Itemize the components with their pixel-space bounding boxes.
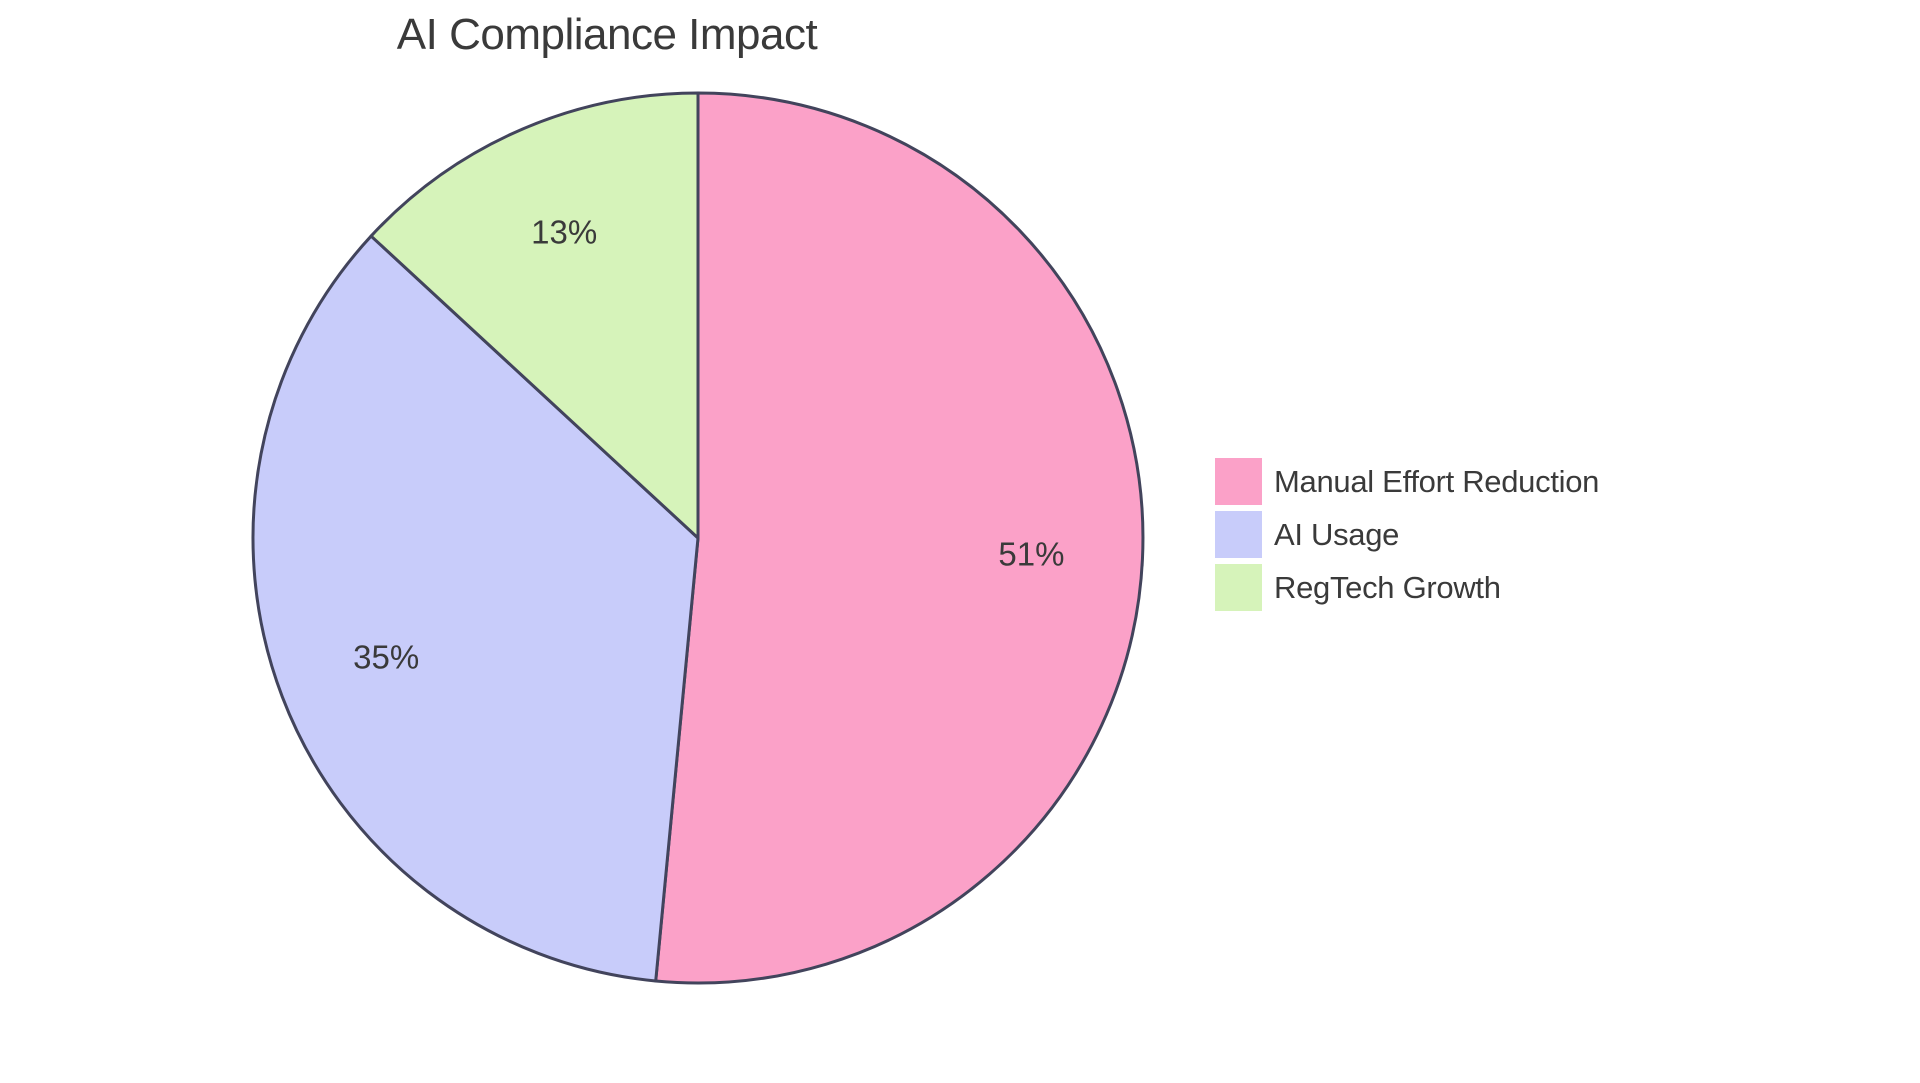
pie-slice-percentage-label: 13% bbox=[531, 214, 597, 251]
legend-label: Manual Effort Reduction bbox=[1274, 463, 1600, 499]
legend-label: RegTech Growth bbox=[1274, 569, 1501, 605]
pie-slice-percentage-label: 35% bbox=[353, 639, 419, 676]
pie-slice-ai-usage bbox=[251, 234, 700, 983]
legend-item-manual-effort-reduction: Manual Effort Reduction bbox=[1215, 458, 1599, 505]
pie-slice-manual-effort-reduction bbox=[654, 91, 1145, 985]
legend-item-regtech-growth: RegTech Growth bbox=[1215, 564, 1599, 611]
pie-slice-percentage-label: 51% bbox=[998, 535, 1064, 572]
legend-swatch-icon bbox=[1215, 564, 1262, 611]
legend-label: AI Usage bbox=[1274, 516, 1400, 552]
legend-swatch-icon bbox=[1215, 511, 1262, 558]
legend-item-ai-usage: AI Usage bbox=[1215, 511, 1599, 558]
chart-title: AI Compliance Impact bbox=[396, 10, 818, 59]
pie-slice-regtech-growth bbox=[369, 91, 700, 540]
legend: Manual Effort Reduction AI Usage RegTech… bbox=[1215, 458, 1599, 611]
legend-swatch-icon bbox=[1215, 458, 1262, 505]
